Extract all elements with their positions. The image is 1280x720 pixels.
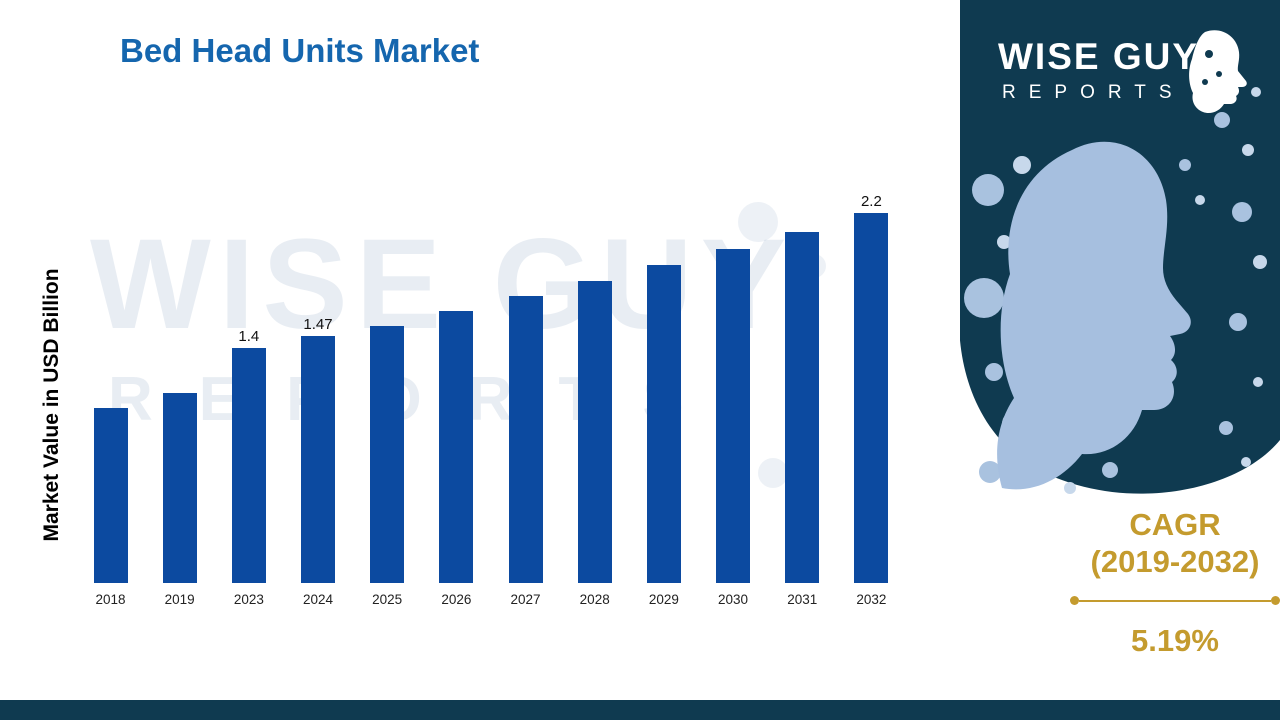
brand-panel [960, 0, 1280, 494]
bar-2025 [370, 326, 405, 583]
x-tick-2028: 2028 [579, 592, 610, 607]
cagr-value: 5.19% [1131, 623, 1219, 659]
x-tick-2023: 2023 [233, 592, 264, 607]
x-tick-2026: 2026 [441, 592, 472, 607]
cagr-divider [1070, 596, 1280, 606]
bar-2031 [785, 232, 820, 583]
bar-group-2018 [76, 408, 145, 583]
bar-2026 [439, 311, 474, 583]
x-tick-2027: 2027 [510, 592, 541, 607]
bar-group-2032: 2.2 [837, 193, 906, 583]
brand-logo-face-icon [1189, 30, 1247, 114]
bar-group-2026 [422, 311, 491, 583]
bar-chart: 1.4 1.47 2.2 [76, 186, 906, 583]
bar-group-2027 [491, 296, 560, 583]
brand-logo-subtitle: REPORTS [1002, 82, 1185, 103]
y-axis-label: Market Value in USD Billion [40, 268, 63, 542]
x-tick-2018: 2018 [95, 592, 126, 607]
bar-value-label-2032: 2.2 [860, 193, 882, 210]
footer-strip [0, 700, 1280, 720]
bar-value-label-2023: 1.4 [238, 328, 260, 345]
x-tick-2029: 2029 [648, 592, 679, 607]
bar-group-2025 [353, 326, 422, 583]
divider-left-dot [1070, 596, 1079, 606]
x-tick-2024: 2024 [302, 592, 334, 607]
x-tick-2031: 2031 [787, 592, 818, 607]
bar-2032 [854, 213, 889, 583]
bar-2018 [93, 408, 128, 583]
bar-value-label-2024: 1.47 [303, 316, 333, 333]
bar-group-2019 [145, 393, 214, 583]
bar-group-2031 [768, 232, 837, 583]
bar-group-2030 [699, 249, 768, 583]
brand-logo: WISE GUY REPORTS [998, 36, 1199, 104]
bar-group-2023: 1.4 [214, 328, 283, 583]
cagr-range: (2019-2032) [1090, 544, 1260, 580]
face-profile-silhouette [997, 141, 1191, 490]
bar-2028 [577, 281, 612, 583]
page-title: Bed Head Units Market [120, 32, 480, 69]
x-tick-2025: 2025 [372, 592, 403, 607]
x-tick-2019: 2019 [164, 592, 195, 607]
bar-2029 [646, 265, 681, 583]
divider-right-dot [1271, 596, 1280, 606]
bar-2023 [231, 348, 266, 583]
bar-group-2029 [629, 265, 698, 583]
divider-line [1079, 599, 1271, 602]
bar-2027 [508, 296, 543, 583]
bar-group-2028 [560, 281, 629, 583]
watermark-dot [738, 202, 778, 242]
brand-logo-name: WISE GUY [998, 36, 1200, 77]
x-tick-2030: 2030 [718, 592, 749, 607]
watermark-dot [758, 458, 788, 488]
x-axis-tick-labels: 2018 2019 2023 2024 2025 2026 2027 2028 2029 2030… [76, 592, 906, 607]
cagr-block: CAGR (2019-2032) 5.19% [1070, 506, 1280, 659]
bar-2030 [716, 249, 751, 583]
bar-group-2024: 1.47 [284, 316, 353, 583]
bar-2019 [162, 393, 197, 583]
bar-2024 [301, 336, 336, 583]
x-tick-2032: 2032 [856, 592, 887, 607]
cagr-label: CAGR [1129, 507, 1221, 542]
